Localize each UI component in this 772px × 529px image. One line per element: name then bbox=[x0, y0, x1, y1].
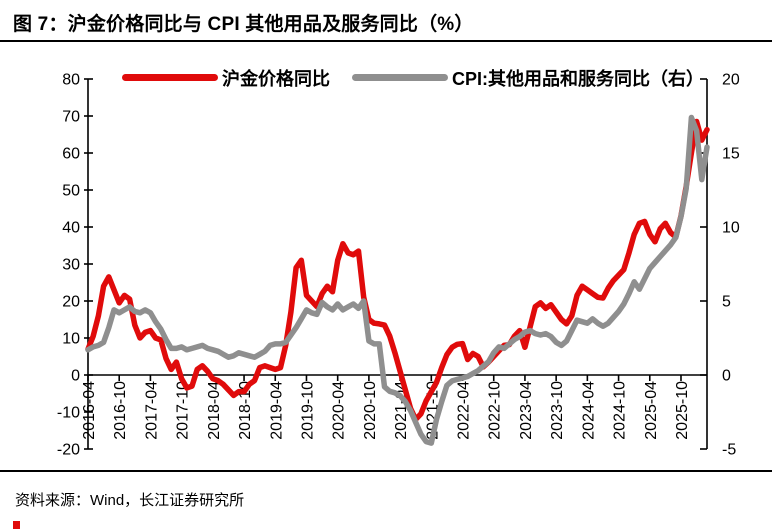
right-axis-tick-label: 5 bbox=[722, 294, 731, 311]
left-axis-tick-label: 50 bbox=[62, 183, 80, 200]
right-axis-tick-label: 20 bbox=[722, 72, 740, 89]
figure-title: 图 7：沪金价格同比与 CPI 其他用品及服务同比（%） bbox=[13, 14, 474, 35]
x-axis-tick-label: 2018-04 bbox=[206, 381, 223, 440]
chart-canvas: 80706050403020100-10-2020151050-52016-04… bbox=[57, 72, 740, 459]
right-axis-tick-label: -5 bbox=[722, 442, 736, 459]
x-axis-tick-label: 2023-10 bbox=[549, 381, 566, 440]
x-axis-tick-label: 2017-04 bbox=[143, 381, 160, 440]
x-axis-tick-label: 2020-10 bbox=[362, 381, 379, 440]
left-axis-tick-label: 10 bbox=[62, 331, 80, 348]
legend-key-cpi-line-icon bbox=[352, 74, 448, 81]
axes bbox=[84, 78, 708, 450]
x-axis-tick-label: 2025-04 bbox=[643, 381, 660, 440]
x-axis-tick-label: 2017-10 bbox=[175, 381, 192, 440]
x-axis-tick-label: 2018-10 bbox=[237, 381, 254, 440]
left-axis-tick-label: -20 bbox=[57, 442, 80, 459]
x-axis-tick-label: 2025-10 bbox=[674, 381, 691, 440]
left-axis-tick-label: 80 bbox=[62, 72, 80, 89]
x-axis-tick-label: 2022-04 bbox=[456, 381, 473, 440]
left-axis-tick-label: 30 bbox=[62, 257, 80, 274]
right-axis-tick-label: 0 bbox=[722, 368, 731, 385]
x-axis-tick-label: 2023-04 bbox=[518, 381, 535, 440]
left-axis-tick-label: 0 bbox=[71, 368, 80, 385]
left-axis-tick-label: 20 bbox=[62, 294, 80, 311]
right-axis-tick-label: 15 bbox=[722, 146, 740, 163]
chart-legend: 沪金价格同比 CPI:其他用品和服务同比（右） bbox=[122, 64, 704, 91]
left-axis-tick-label: 70 bbox=[62, 109, 80, 126]
legend-label-gold: 沪金价格同比 bbox=[222, 68, 330, 89]
source-note: 资料来源：Wind，长江证券研究所 bbox=[15, 492, 245, 509]
legend-label-cpi: CPI:其他用品和服务同比（右） bbox=[452, 68, 704, 89]
footer-rule bbox=[0, 470, 772, 472]
axis-labels: 80706050403020100-10-2020151050-52016-04… bbox=[57, 72, 740, 459]
x-axis-tick-label: 2024-10 bbox=[612, 381, 629, 440]
x-axis-tick-label: 2022-10 bbox=[487, 381, 504, 440]
series-cpi-other-goods-services-line bbox=[85, 114, 710, 446]
x-axis-tick-label: 2016-10 bbox=[112, 381, 129, 440]
x-axis-tick-label: 2019-04 bbox=[268, 381, 285, 440]
right-axis-tick-label: 10 bbox=[722, 220, 740, 237]
legend-key-gold-line-icon bbox=[122, 74, 218, 81]
title-rule bbox=[0, 40, 772, 42]
x-axis-tick-label: 2016-04 bbox=[81, 381, 98, 440]
left-axis-tick-label: 60 bbox=[62, 146, 80, 163]
x-axis-tick-label: 2020-04 bbox=[331, 381, 348, 440]
left-axis-tick-label: -10 bbox=[57, 405, 80, 422]
series-gold-price-yoy-line bbox=[85, 118, 710, 423]
x-axis-tick-label: 2024-04 bbox=[580, 381, 597, 440]
x-axis-tick-label: 2019-10 bbox=[299, 381, 316, 440]
left-axis-tick-label: 40 bbox=[62, 220, 80, 237]
page-marker bbox=[13, 521, 20, 529]
